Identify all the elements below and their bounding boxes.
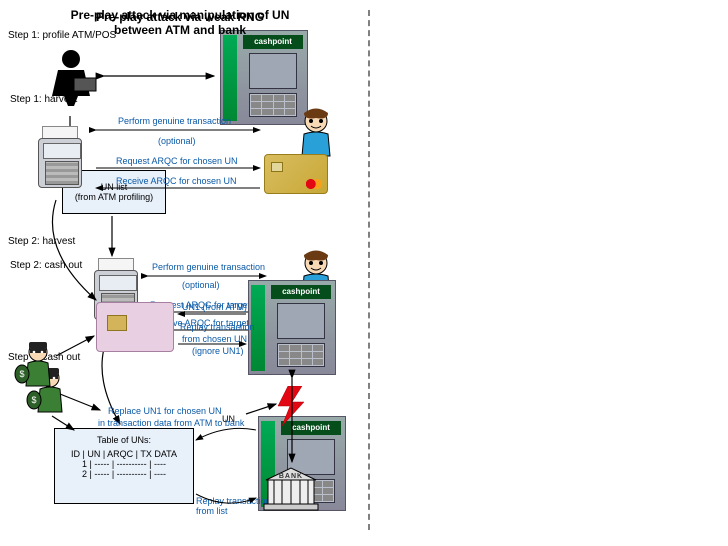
- right-msg3: Receive ARQC for chosen UN: [116, 176, 237, 186]
- table-title: Table of UNs:: [59, 435, 189, 445]
- right-msg1: Perform genuine transaction: [118, 116, 231, 126]
- lightning-icon: [276, 386, 310, 426]
- left-msg1b: (optional): [182, 280, 220, 290]
- emv-card-icon-right: [264, 154, 328, 194]
- kid-icon-right: [294, 108, 338, 160]
- right-replay3: (ignore UN1): [192, 346, 244, 356]
- vertical-divider: [368, 10, 370, 530]
- pinpad-icon-right: [30, 126, 90, 196]
- chip-card-icon: [96, 302, 174, 352]
- bank-icon: BANK: [262, 466, 320, 512]
- right-step2-label: Step 2: cash out: [10, 260, 82, 271]
- right-msg1b: (optional): [158, 136, 196, 146]
- right-replace1: Replace UN1 for chosen UN: [108, 406, 222, 416]
- right-title: Pre-play attack via manipulation of UN b…: [40, 8, 320, 38]
- robber-icon-right: $: [14, 340, 58, 392]
- right-replay2: from chosen UN: [182, 334, 247, 344]
- left-replay1: Replay transaction: [196, 496, 271, 506]
- table-row1: 1 | ----- | ---------- | ----: [59, 459, 189, 469]
- right-replay1: Replay transaction: [180, 322, 255, 332]
- right-msg2: Request ARQC for chosen UN: [116, 156, 238, 166]
- svg-text:$: $: [19, 369, 24, 379]
- table-header: ID | UN | ARQC | TX DATA: [59, 449, 189, 459]
- right-step1-label: Step 1: harvest: [10, 94, 77, 105]
- table-of-uns-box: Table of UNs: ID | UN | ARQC | TX DATA 1…: [54, 428, 194, 504]
- atm-sign-label-3: cashpoint: [271, 285, 331, 299]
- left-msg1: Perform genuine transaction: [152, 262, 265, 272]
- right-un1: UN1 (from ATM): [182, 302, 247, 312]
- atm-icon-right: cashpoint: [248, 280, 336, 375]
- left-replay2: from list: [196, 506, 228, 516]
- table-row2: 2 | ----- | ---------- | ----: [59, 469, 189, 479]
- right-replace2: in transaction data from ATM to bank: [98, 418, 244, 428]
- left-step2-label: Step 2: harvest: [8, 236, 75, 247]
- svg-text:$: $: [31, 395, 36, 405]
